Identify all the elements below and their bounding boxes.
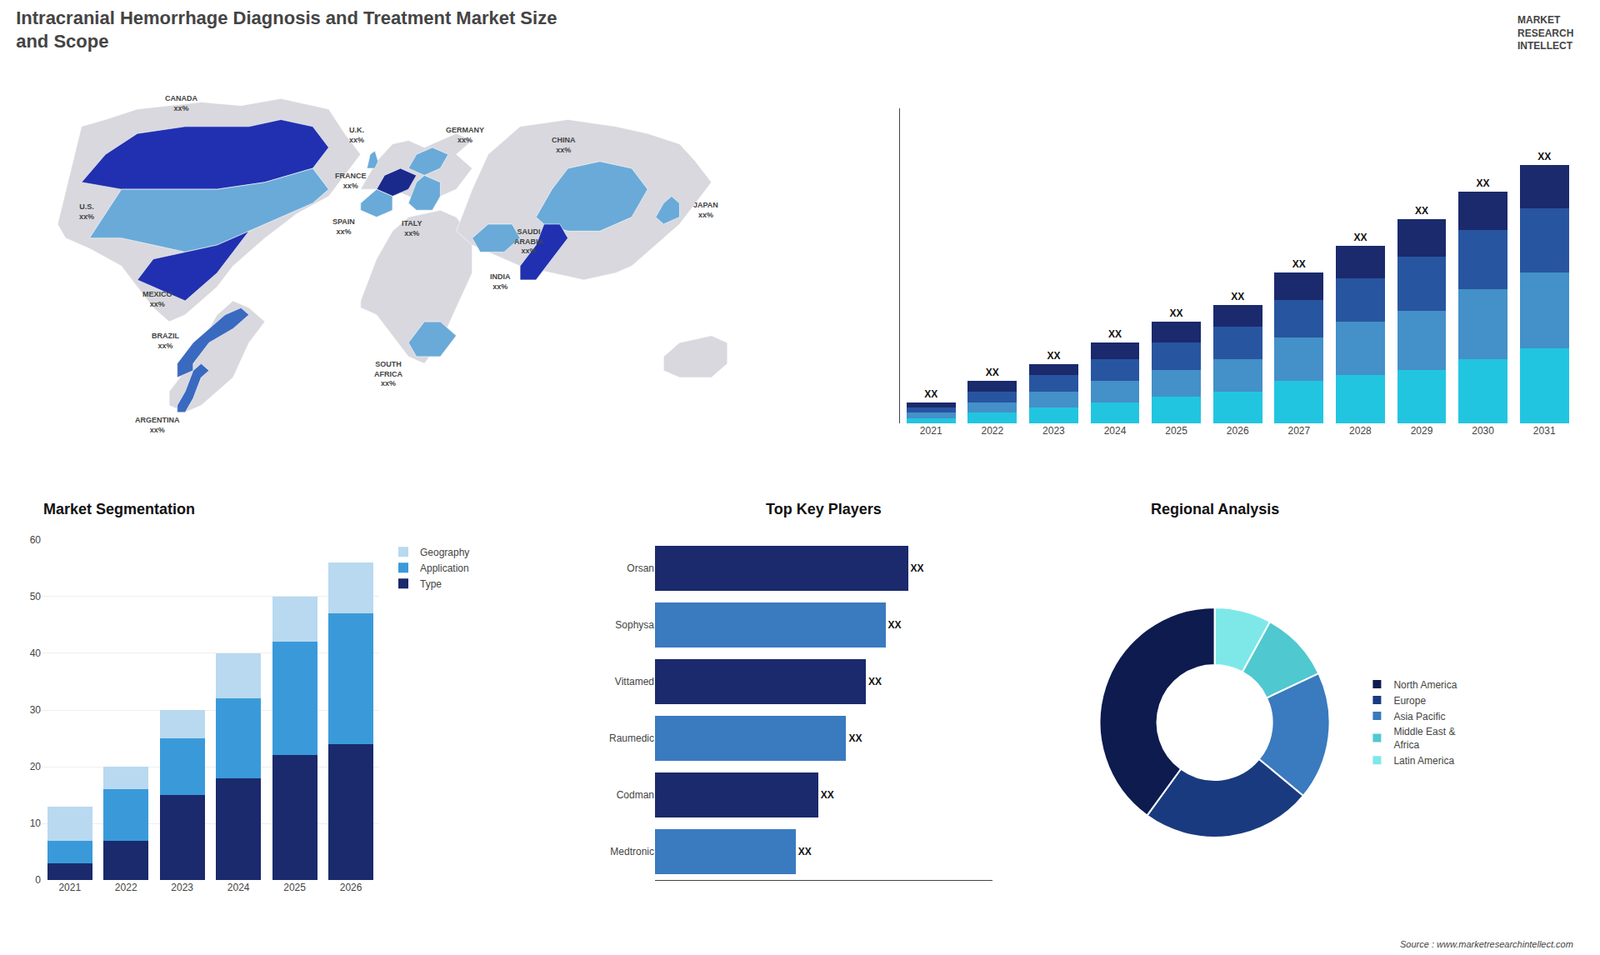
svg-text:2026: 2026 <box>1226 425 1250 437</box>
svg-text:XX: XX <box>820 789 835 801</box>
svg-text:JAPANxx%: JAPANxx% <box>693 200 719 220</box>
svg-text:Medtronic: Medtronic <box>610 845 655 858</box>
svg-text:60: 60 <box>30 534 42 546</box>
svg-text:ITALYxx%: ITALYxx% <box>401 219 423 238</box>
svg-text:50: 50 <box>30 590 42 603</box>
svg-text:Regional Analysis: Regional Analysis <box>1150 500 1280 518</box>
svg-text:Geography: Geography <box>420 546 470 559</box>
svg-text:Sophysa: Sophysa <box>615 619 655 631</box>
svg-text:0: 0 <box>35 874 41 886</box>
svg-text:XX: XX <box>1353 231 1367 244</box>
svg-text:2025: 2025 <box>283 881 306 894</box>
svg-text:MEXICOxx%: MEXICOxx% <box>142 290 173 309</box>
svg-text:GERMANYxx%: GERMANYxx% <box>445 125 485 145</box>
svg-text:Intracranial Hemorrhage Diagno: Intracranial Hemorrhage Diagnosis and Tr… <box>15 7 557 53</box>
svg-text:10: 10 <box>30 817 42 830</box>
svg-text:SAUDIARABIAxx%: SAUDIARABIAxx% <box>514 227 544 255</box>
svg-text:2027: 2027 <box>1287 425 1310 437</box>
svg-text:XX: XX <box>1046 350 1060 362</box>
svg-text:Application: Application <box>420 562 470 575</box>
svg-text:Europe: Europe <box>1393 695 1426 707</box>
svg-text:Latin America: Latin America <box>1393 755 1455 767</box>
svg-text:Middle East &Africa: Middle East &Africa <box>1393 725 1455 751</box>
svg-text:2024: 2024 <box>227 881 250 894</box>
svg-text:2028: 2028 <box>1349 425 1372 437</box>
svg-text:20: 20 <box>30 760 42 773</box>
svg-text:FRANCExx%: FRANCExx% <box>335 171 367 190</box>
svg-text:XX: XX <box>1537 150 1551 163</box>
svg-text:2025: 2025 <box>1165 425 1188 437</box>
svg-text:Raumedic: Raumedic <box>609 732 655 745</box>
svg-text:XX: XX <box>1230 290 1245 303</box>
svg-text:XX: XX <box>888 619 902 631</box>
svg-text:Type: Type <box>420 578 442 590</box>
svg-text:Codman: Codman <box>616 789 655 801</box>
svg-text:30: 30 <box>30 704 42 716</box>
svg-text:U.S.xx%: U.S.xx% <box>79 202 95 221</box>
svg-text:SOUTHAFRICAxx%: SOUTHAFRICAxx% <box>374 360 403 388</box>
svg-text:Top Key Players: Top Key Players <box>765 500 882 518</box>
svg-text:SPAINxx%: SPAINxx% <box>332 217 355 236</box>
svg-text:Market Segmentation: Market Segmentation <box>43 500 195 518</box>
svg-text:2022: 2022 <box>115 881 138 894</box>
svg-text:Vittamed: Vittamed <box>615 675 655 688</box>
svg-text:XX: XX <box>1170 307 1184 320</box>
svg-text:2030: 2030 <box>1471 425 1495 437</box>
svg-text:2023: 2023 <box>170 881 194 894</box>
svg-text:BRAZILxx%: BRAZILxx% <box>151 331 180 350</box>
svg-text:Asia Pacific: Asia Pacific <box>1393 710 1445 723</box>
svg-text:MARKETRESEARCHINTELLECT: MARKETRESEARCHINTELLECT <box>1517 14 1574 52</box>
svg-text:XX: XX <box>868 675 882 688</box>
svg-text:2031: 2031 <box>1533 425 1556 437</box>
svg-text:XX: XX <box>910 562 925 575</box>
svg-text:INDIAxx%: INDIAxx% <box>490 272 511 291</box>
svg-text:Orsan: Orsan <box>626 562 655 575</box>
svg-text:2029: 2029 <box>1410 425 1434 437</box>
svg-text:ARGENTINAxx%: ARGENTINAxx% <box>135 415 180 435</box>
svg-text:XX: XX <box>985 366 1000 379</box>
svg-text:U.K.xx%: U.K.xx% <box>349 125 365 145</box>
svg-text:XX: XX <box>1476 177 1490 190</box>
svg-text:2021: 2021 <box>920 425 943 437</box>
svg-text:CANADAxx%: CANADAxx% <box>165 94 198 113</box>
svg-text:2021: 2021 <box>58 881 81 894</box>
svg-text:2022: 2022 <box>980 425 1004 437</box>
svg-text:40: 40 <box>30 647 42 660</box>
svg-text:XX: XX <box>1108 328 1122 340</box>
svg-text:XX: XX <box>848 732 862 745</box>
svg-text:2024: 2024 <box>1104 425 1127 437</box>
svg-text:XX: XX <box>924 388 938 400</box>
svg-text:XX: XX <box>798 845 812 858</box>
svg-text:Source : www.marketresearchint: Source : www.marketresearchintellect.com <box>1400 939 1574 950</box>
svg-text:North America: North America <box>1393 679 1457 691</box>
svg-text:CHINAxx%: CHINAxx% <box>551 135 576 155</box>
svg-text:2026: 2026 <box>340 881 363 894</box>
svg-text:XX: XX <box>1292 258 1306 270</box>
svg-text:2023: 2023 <box>1042 425 1065 437</box>
svg-text:XX: XX <box>1415 205 1429 217</box>
